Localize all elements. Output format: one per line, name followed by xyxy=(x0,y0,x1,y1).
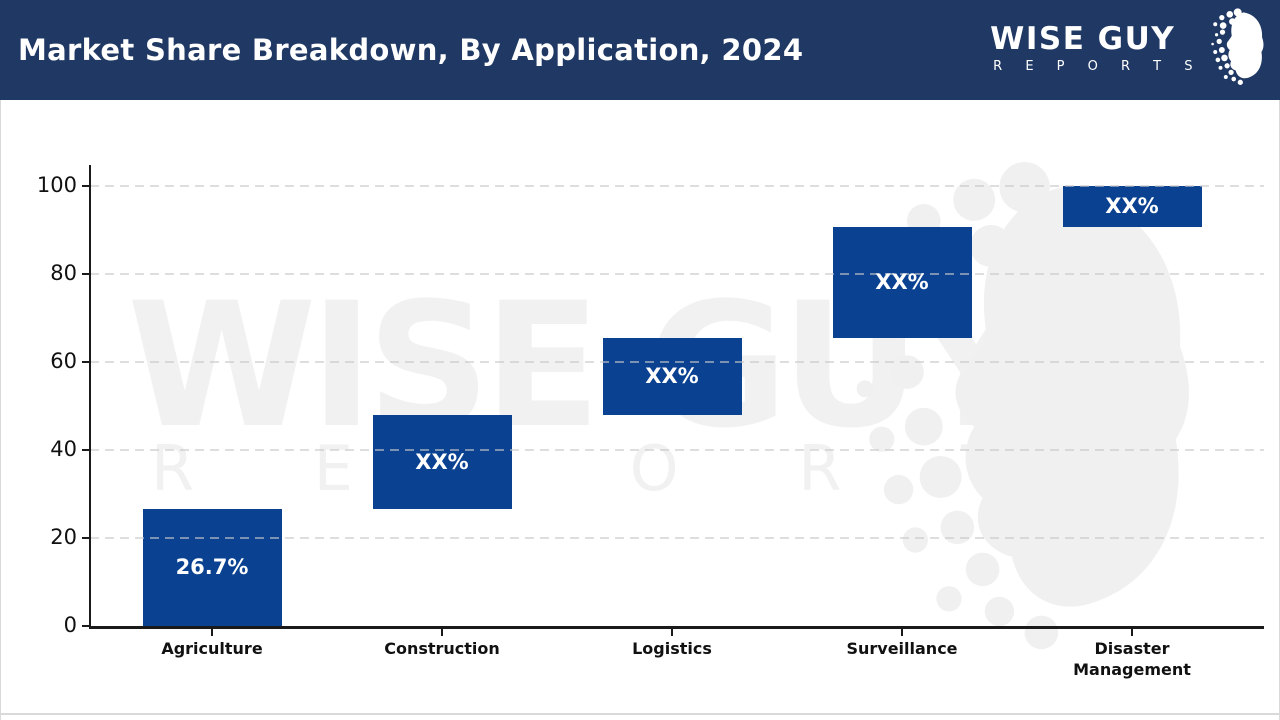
x-axis-line xyxy=(89,626,1264,629)
y-axis-line xyxy=(89,165,91,628)
gridline-40 xyxy=(90,449,1264,451)
chart-frame xyxy=(1,100,1279,715)
gridline-80 xyxy=(90,273,1264,275)
header-bar: Market Share Breakdown, By Application, … xyxy=(0,0,1280,100)
x-category-label: Construction xyxy=(384,639,500,658)
y-tick-mark xyxy=(82,273,90,275)
y-tick-label: 60 xyxy=(50,349,77,373)
bar-disaster-management xyxy=(1062,186,1202,227)
gridline-100 xyxy=(90,185,1264,187)
wise-guy-logo: WISE GUY R E P O R T S xyxy=(990,7,1272,89)
y-tick-mark xyxy=(82,185,90,187)
x-tick-mark xyxy=(211,629,213,636)
bar-value-label: 26.7% xyxy=(175,555,249,580)
logo-text: WISE GUY R E P O R T S xyxy=(990,20,1202,74)
bar-value-label: XX% xyxy=(415,449,469,474)
x-category-label: Surveillance xyxy=(846,639,958,658)
gridline-20 xyxy=(90,537,1264,539)
x-category-label: Agriculture xyxy=(161,639,263,658)
bar-value-label: XX% xyxy=(1105,194,1159,219)
x-tick-mark xyxy=(901,629,903,636)
bar-value-label: XX% xyxy=(645,364,699,389)
bar-construction xyxy=(372,414,512,509)
x-category-label: Disaster Management xyxy=(1073,639,1191,679)
bar-surveillance xyxy=(832,226,972,338)
page-title: Market Share Breakdown, By Application, … xyxy=(18,33,804,67)
y-tick-mark xyxy=(82,361,90,363)
x-tick-mark xyxy=(1131,629,1133,636)
y-tick-mark xyxy=(82,449,90,451)
bar-logistics xyxy=(602,337,742,415)
y-tick-label: 20 xyxy=(50,525,77,549)
logo-subtitle: R E P O R T S xyxy=(993,58,1202,74)
y-tick-mark xyxy=(82,625,90,627)
logo-wordmark: WISE GUY xyxy=(990,20,1176,57)
bar-value-label: XX% xyxy=(875,270,929,295)
y-tick-label: 40 xyxy=(50,437,77,461)
y-tick-mark xyxy=(82,537,90,539)
y-tick-label: 0 xyxy=(63,613,77,637)
bar-agriculture xyxy=(142,508,282,626)
x-tick-mark xyxy=(671,629,673,636)
y-tick-label: 100 xyxy=(36,173,77,197)
gridline-60 xyxy=(90,361,1264,363)
x-tick-mark xyxy=(441,629,443,636)
x-category-label: Logistics xyxy=(632,639,712,658)
chart-canvas: WISE GUY R E P O R T S 26.7% XX% XX% XX% XX%… xyxy=(0,100,1280,720)
y-tick-label: 80 xyxy=(50,261,77,285)
